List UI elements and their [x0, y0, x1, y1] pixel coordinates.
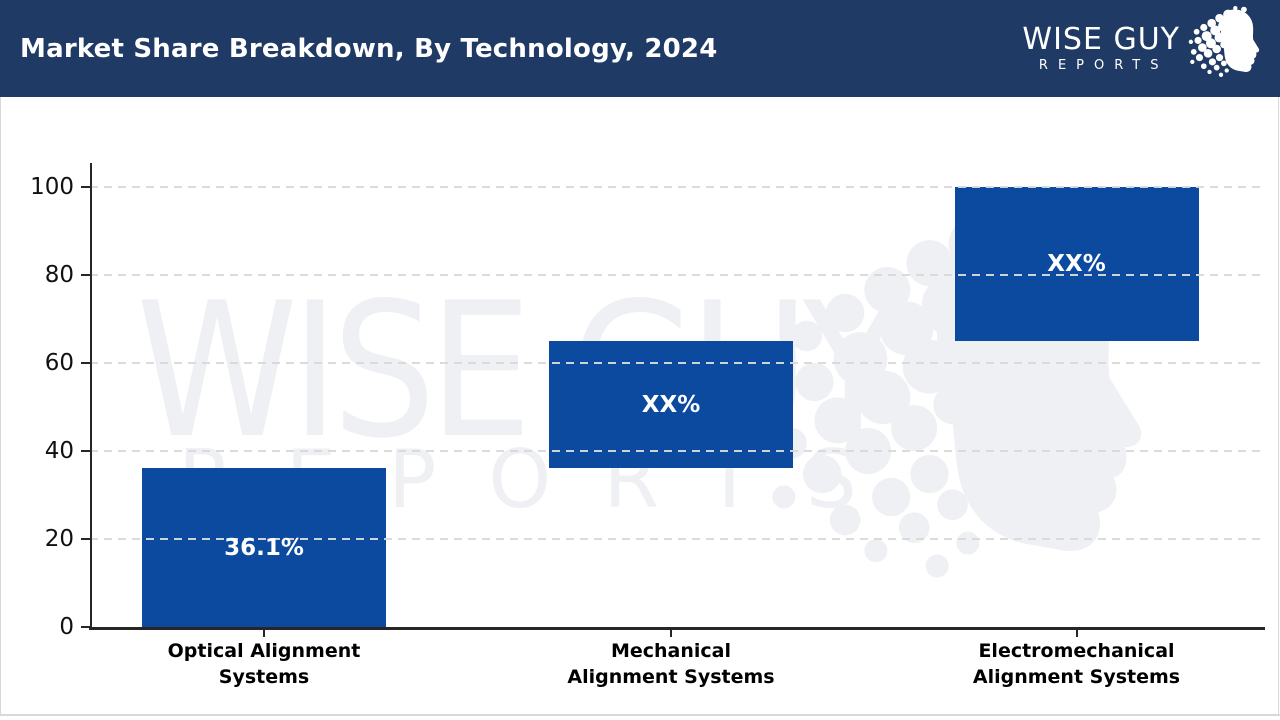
x-category-label-line: Alignment Systems	[972, 666, 1181, 688]
y-tick-mark-60	[81, 362, 90, 364]
x-category-label-line: Optical Alignment	[167, 640, 361, 662]
logo-text: WISE GUY REPORTS	[1022, 22, 1180, 73]
logo-wordmark: WISE GUY	[1022, 22, 1180, 57]
gridline-80	[90, 274, 1264, 276]
header-band: Market Share Breakdown, By Technology, 2…	[0, 0, 1280, 97]
wise-guy-logo: WISE GUY REPORTS	[1022, 6, 1266, 92]
y-tick-label-80: 80	[44, 262, 74, 288]
y-tick-label-40: 40	[44, 438, 74, 464]
gridline-100	[90, 186, 1264, 188]
bar-value-label-electromechanical-alignment-systems: XX%	[1047, 251, 1106, 277]
y-tick-label-0: 0	[59, 614, 74, 640]
gridline-20	[90, 538, 1264, 540]
x-category-label-optical-alignment-systems: Optical Alignment Systems	[74, 638, 454, 690]
y-tick-label-60: 60	[44, 350, 74, 376]
page-left-rule	[0, 97, 1, 716]
x-category-label-mechanical-alignment-systems: Mechanical Alignment Systems	[481, 638, 861, 690]
x-category-label-line: Mechanical	[610, 640, 732, 662]
bar-electromechanical-alignment-systems	[954, 187, 1199, 341]
bar-optical-alignment-systems	[142, 468, 386, 627]
y-tick-mark-20	[81, 538, 90, 540]
logo-subtitle: REPORTS	[1038, 58, 1169, 73]
y-axis-line	[90, 163, 92, 629]
bar-value-label-optical-alignment-systems: 36.1%	[224, 534, 304, 561]
x-category-label-line: Electromechanical	[978, 640, 1175, 662]
wise-guy-face-icon	[1186, 6, 1266, 92]
x-tick-mark-2	[1075, 630, 1078, 637]
x-tick-mark-0	[263, 630, 265, 637]
page-bottom-rule	[0, 714, 1280, 716]
y-tick-mark-80	[81, 274, 90, 276]
bar-value-label-mechanical-alignment-systems: XX%	[641, 391, 701, 418]
x-category-label-line: Systems	[218, 666, 310, 688]
y-tick-mark-0	[81, 626, 90, 628]
x-axis-line	[89, 627, 1265, 630]
x-category-label-line: Alignment Systems	[567, 666, 775, 688]
page-right-rule	[1278, 97, 1279, 716]
y-tick-mark-100	[81, 186, 90, 188]
x-category-label-electromechanical-alignment-systems: Electromechanical Alignment Systems	[887, 638, 1267, 690]
gridline-60	[90, 362, 1264, 364]
x-tick-mark-1	[670, 630, 672, 637]
chart-title: Market Share Breakdown, By Technology, 2…	[20, 33, 718, 64]
y-tick-label-20: 20	[44, 526, 74, 552]
y-tick-label-100: 100	[30, 174, 74, 200]
gridline-40	[90, 450, 1264, 452]
y-tick-mark-40	[81, 450, 90, 452]
